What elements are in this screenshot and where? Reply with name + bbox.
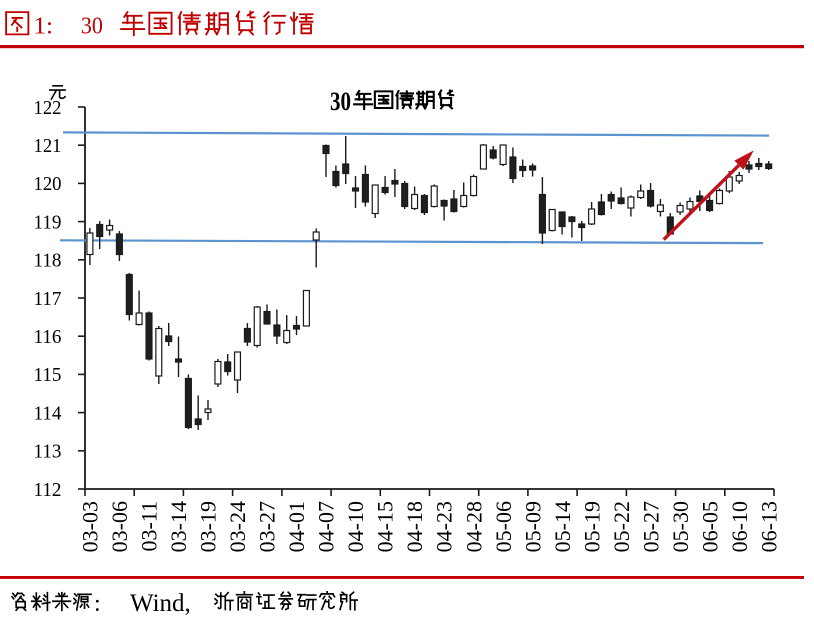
svg-text:03-11: 03-11 bbox=[137, 501, 162, 552]
svg-text:06-13: 06-13 bbox=[757, 501, 782, 552]
svg-text:03-27: 03-27 bbox=[255, 501, 280, 552]
svg-text:05-22: 05-22 bbox=[609, 501, 634, 552]
svg-text:119: 119 bbox=[34, 211, 62, 233]
svg-text:30: 30 bbox=[81, 14, 103, 40]
svg-text:04-23: 04-23 bbox=[432, 501, 457, 552]
svg-text:05-27: 05-27 bbox=[638, 501, 663, 552]
svg-text:1:: 1: bbox=[34, 14, 54, 40]
svg-text:121: 121 bbox=[34, 135, 62, 157]
svg-text::: : bbox=[94, 591, 101, 617]
svg-text:115: 115 bbox=[34, 364, 62, 386]
svg-text:05-06: 05-06 bbox=[491, 501, 516, 552]
svg-text:117: 117 bbox=[34, 288, 62, 310]
svg-text:04-10: 04-10 bbox=[343, 501, 368, 552]
svg-text:05-09: 05-09 bbox=[520, 501, 545, 552]
svg-text:06-05: 06-05 bbox=[698, 501, 723, 552]
svg-text:30: 30 bbox=[330, 87, 351, 116]
svg-text:06-10: 06-10 bbox=[727, 501, 752, 552]
svg-text:Wind,: Wind, bbox=[130, 590, 191, 617]
svg-text:03-14: 03-14 bbox=[166, 501, 191, 552]
svg-text:122: 122 bbox=[34, 97, 62, 119]
svg-text:114: 114 bbox=[34, 402, 62, 424]
svg-text:04-07: 04-07 bbox=[314, 501, 339, 552]
svg-text:03-19: 03-19 bbox=[196, 501, 221, 552]
svg-text:116: 116 bbox=[34, 326, 62, 348]
svg-text:05-19: 05-19 bbox=[579, 501, 604, 552]
svg-text:113: 113 bbox=[34, 441, 62, 463]
svg-text:05-14: 05-14 bbox=[550, 501, 575, 552]
svg-text:03-24: 03-24 bbox=[225, 501, 250, 552]
svg-text:03-06: 03-06 bbox=[107, 501, 132, 552]
svg-text:04-28: 04-28 bbox=[461, 501, 486, 552]
svg-text:04-18: 04-18 bbox=[402, 501, 427, 552]
svg-text:04-15: 04-15 bbox=[373, 501, 398, 552]
svg-text:120: 120 bbox=[34, 173, 62, 195]
svg-text:03-03: 03-03 bbox=[77, 501, 102, 552]
svg-text:04-01: 04-01 bbox=[284, 501, 309, 552]
svg-text:112: 112 bbox=[34, 479, 62, 501]
svg-text:05-30: 05-30 bbox=[668, 501, 693, 552]
svg-text:118: 118 bbox=[34, 250, 62, 272]
